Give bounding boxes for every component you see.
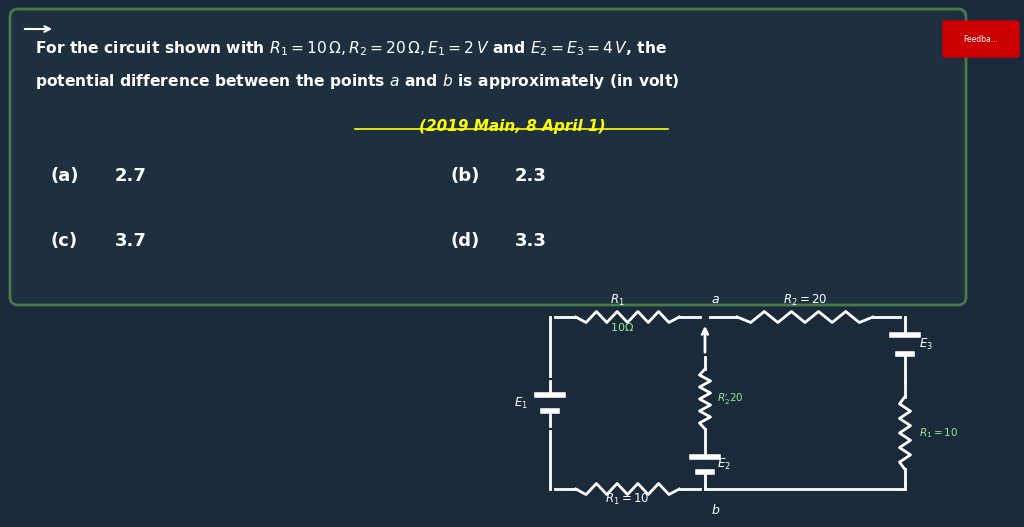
Text: $E_1$: $E_1$ [514, 395, 528, 411]
Text: (2019 Main, 8 April 1): (2019 Main, 8 April 1) [419, 119, 605, 134]
Text: $R_2' 20$: $R_2' 20$ [717, 392, 743, 407]
Text: Feedba...: Feedba... [964, 34, 998, 44]
Text: 2.7: 2.7 [115, 167, 146, 185]
Text: $E_3$: $E_3$ [919, 337, 933, 352]
Text: (b): (b) [450, 167, 479, 185]
FancyBboxPatch shape [943, 21, 1019, 57]
Text: $E_2$: $E_2$ [717, 457, 731, 472]
Text: For the circuit shown with $R_1 = 10\,\Omega, R_2 = 20\,\Omega, E_1 = 2\,V$ and : For the circuit shown with $R_1 = 10\,\O… [35, 39, 667, 57]
Text: (c): (c) [50, 232, 77, 250]
Text: $R_1 = 10$: $R_1 = 10$ [919, 426, 958, 440]
Text: (a): (a) [50, 167, 79, 185]
Text: $R_1$: $R_1$ [610, 293, 625, 308]
Text: 3.7: 3.7 [115, 232, 146, 250]
Text: $10\Omega$: $10\Omega$ [610, 321, 635, 333]
Text: (d): (d) [450, 232, 479, 250]
Text: $R_1 = 10$: $R_1 = 10$ [605, 492, 649, 507]
Text: 3.3: 3.3 [515, 232, 547, 250]
Text: potential difference between the points $a$ and $b$ is approximately (in volt): potential difference between the points … [35, 72, 679, 91]
FancyBboxPatch shape [10, 9, 966, 305]
Text: 2.3: 2.3 [515, 167, 547, 185]
Text: $b$: $b$ [711, 503, 720, 517]
Text: $a$: $a$ [711, 293, 720, 306]
Text: $R_2 = 20$: $R_2 = 20$ [783, 293, 827, 308]
